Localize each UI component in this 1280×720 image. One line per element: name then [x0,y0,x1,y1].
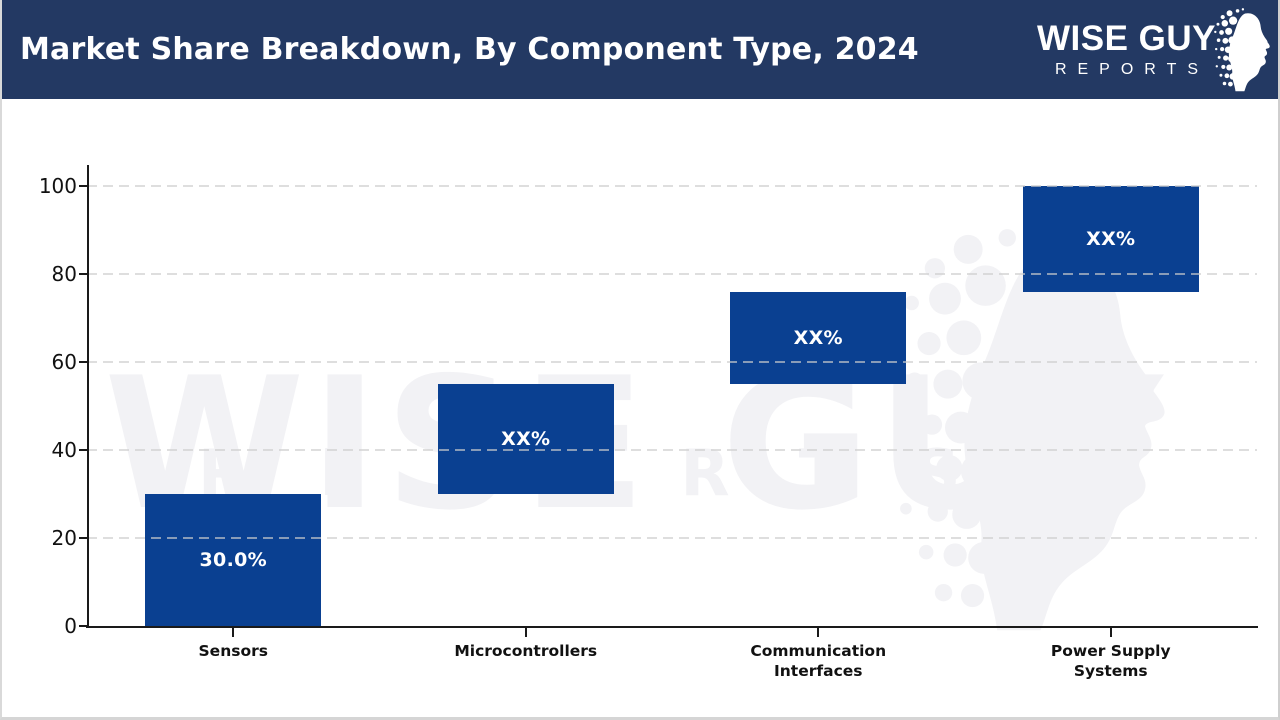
gridline-100 [87,185,1257,187]
bar-value-label: 30.0% [199,549,267,571]
x-tick-2 [817,628,820,637]
bar-value-label: XX% [1086,227,1136,250]
y-tick-label-60: 60 [51,350,77,374]
y-axis-spine [87,165,89,628]
gridline-60 [87,361,1257,363]
y-tick-80 [79,273,87,275]
logo-text: WISE GUY REPORTS [1036,18,1216,81]
bar-sensors: 30.0% [145,494,322,626]
x-tick-3 [1109,628,1112,637]
header-band: Market Share Breakdown, By Component Typ… [2,0,1278,99]
plot-area: WISE GUY REPORTS 30.0% XX% XX% XX% 0 20 40 60 8… [2,99,1278,717]
chart-title: Market Share Breakdown, By Component Typ… [20,32,919,67]
y-tick-0 [79,625,87,627]
bar-value-label: XX% [793,326,843,349]
y-tick-20 [79,537,87,539]
gridline-20 [87,537,1257,539]
y-tick-40 [79,449,87,451]
x-category-label: Power Supply Systems [1050,642,1171,680]
x-axis-spine [86,626,1258,628]
y-tick-label-0: 0 [64,614,77,638]
wise-guy-reports-logo: WISE GUY REPORTS [1024,4,1274,96]
y-tick-60 [79,361,87,363]
y-tick-label-20: 20 [51,526,77,550]
logo-face-icon [1214,8,1270,92]
bar-communication-interfaces: XX% [730,291,907,384]
logo-wordmark: WISE GUY [1036,18,1216,58]
x-tick-0 [232,628,235,637]
logo-subtitle: REPORTS [1054,60,1210,78]
bar-microcontrollers: XX% [437,384,614,494]
gridline-80 [87,273,1257,275]
grid-layer [2,99,1278,717]
x-category-label: Communication Interfaces [750,642,887,680]
y-tick-label-40: 40 [51,438,77,462]
x-category-label: Microcontrollers [454,642,598,660]
y-tick-label-80: 80 [51,262,77,286]
x-tick-1 [524,628,527,637]
y-tick-label-100: 100 [38,174,77,198]
gridline-40 [87,449,1257,451]
bar-value-label: XX% [501,428,551,450]
y-tick-100 [79,185,87,187]
axis-layer: 0 20 40 60 80 100 Sensors Microcontrollers Commu… [2,99,1278,717]
x-category-label: Sensors [198,642,268,660]
